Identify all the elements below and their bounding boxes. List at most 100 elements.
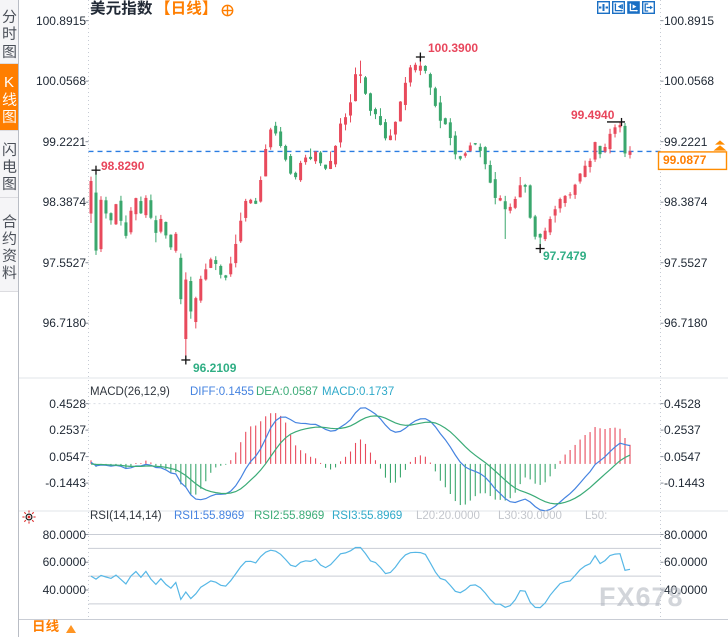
macd-legend-value: DIFF:0.1455: [190, 386, 254, 398]
sidebar-tab-time-chart[interactable]: [0, 0, 18, 64]
candle-body: [184, 279, 188, 340]
candle-body: [578, 173, 582, 182]
candle-body: [603, 147, 607, 152]
candle-body: [488, 165, 492, 183]
candle-body: [448, 122, 452, 138]
macd-legend-value: MACD:0.1737: [322, 386, 395, 398]
candle-body: [249, 199, 253, 204]
candle-body: [573, 184, 577, 195]
candle-body: [124, 222, 128, 236]
rsi-axis-label-left: 60.0000: [42, 555, 86, 570]
price-annotation: 96.2109: [193, 360, 237, 375]
candle-body: [264, 149, 268, 177]
rsi-axis-label-right: 80.0000: [664, 527, 708, 542]
price-annotation: 99.4940: [571, 107, 615, 122]
price-axis-label-right: 99.2221: [664, 134, 708, 149]
sun-icon[interactable]: [22, 510, 36, 529]
candles-layer: [89, 57, 632, 360]
candle-body: [314, 151, 318, 162]
candle-body: [368, 93, 372, 111]
candle-body: [294, 172, 298, 178]
price-axis-label-left: 96.7180: [42, 316, 86, 331]
candle-body: [164, 221, 168, 236]
candle-body: [274, 125, 278, 134]
candle-body: [344, 117, 348, 125]
rsi-legend-value: L20:20.0000: [416, 510, 480, 522]
sidebar-tab-kline-chart[interactable]: K: [0, 63, 18, 131]
sidebar-tab-contract-info[interactable]: [0, 198, 18, 292]
rsi-line: [90, 546, 631, 609]
sidebar-tab-lightning-chart[interactable]: [0, 130, 18, 198]
price-axis-label-right: 97.5527: [664, 255, 708, 270]
chart-toolbar: [596, 0, 656, 15]
candle-body: [523, 184, 527, 187]
candle-body: [174, 233, 178, 251]
candle-body: [129, 210, 133, 233]
x-axis-bar: [19, 619, 728, 637]
candle-body: [254, 200, 258, 204]
candle-body: [498, 198, 502, 201]
price-annotation: 100.3900: [428, 40, 479, 55]
candle-body: [234, 243, 238, 264]
candle-body: [284, 145, 288, 160]
period-selector[interactable]: [19, 619, 88, 637]
candle-body: [329, 160, 333, 169]
candle-body: [593, 142, 597, 160]
watermark: FX678: [599, 582, 684, 612]
candle-body: [443, 118, 447, 125]
candle-body: [438, 102, 442, 121]
candle-body: [289, 156, 293, 174]
candle-body: [159, 218, 163, 232]
panel-frame: [19, 0, 728, 637]
candle-body: [378, 116, 382, 125]
macd-histogram: [90, 413, 631, 506]
candle-body: [324, 164, 328, 169]
period-tag: [155, 0, 218, 21]
candle-body: [89, 180, 93, 214]
candle-body: [194, 298, 198, 323]
chart-settings-icon[interactable]: [221, 4, 234, 17]
candle-body: [463, 153, 467, 156]
price-axis-label-left: 97.5527: [42, 255, 86, 270]
compress-x-axis-icon[interactable]: [611, 0, 626, 15]
macd-axis-label-left: 0.2537: [49, 423, 86, 438]
candle-body: [363, 77, 367, 94]
candle-body: [119, 200, 123, 221]
price-axis-label-right: 100.0568: [664, 74, 715, 89]
axis-ticks: [85, 20, 664, 623]
candle-body: [199, 278, 203, 301]
candle-body: [403, 82, 407, 105]
candle-body: [513, 198, 517, 208]
candle-body: [538, 233, 542, 238]
candle-body: [239, 220, 243, 242]
candle-body: [598, 145, 602, 155]
candle-body: [533, 216, 537, 237]
expand-x-axis-icon[interactable]: [627, 1, 640, 14]
candle-body: [299, 162, 303, 181]
candle-body: [383, 122, 387, 139]
rsi-legend-value: L30:30.0000: [498, 510, 562, 522]
rsi-indicator-name: RSI(14,14,14): [90, 510, 162, 522]
candle-body: [209, 259, 213, 268]
candle-body: [109, 213, 113, 221]
pan-icon[interactable]: [596, 0, 611, 15]
candle-body: [334, 145, 338, 165]
candle-body: [558, 199, 562, 209]
candle-body: [473, 143, 477, 145]
candle-body: [453, 135, 457, 155]
candle-body: [388, 135, 392, 141]
rsi-legend-value: RSI2:55.8969: [254, 510, 325, 522]
svg-text:K: K: [4, 74, 14, 89]
price-axis-label-left: 99.2221: [42, 134, 86, 149]
macd-axis-label-left: 0.4528: [49, 396, 86, 411]
exit-chart-icon[interactable]: [641, 0, 656, 15]
candle-body: [104, 200, 108, 214]
candle-body: [543, 230, 547, 240]
macd-axis-label-left: 0.0547: [49, 449, 86, 464]
candle-body: [478, 146, 482, 151]
candle-body: [259, 180, 263, 202]
candle-body: [154, 220, 158, 233]
candle-body: [423, 65, 427, 71]
